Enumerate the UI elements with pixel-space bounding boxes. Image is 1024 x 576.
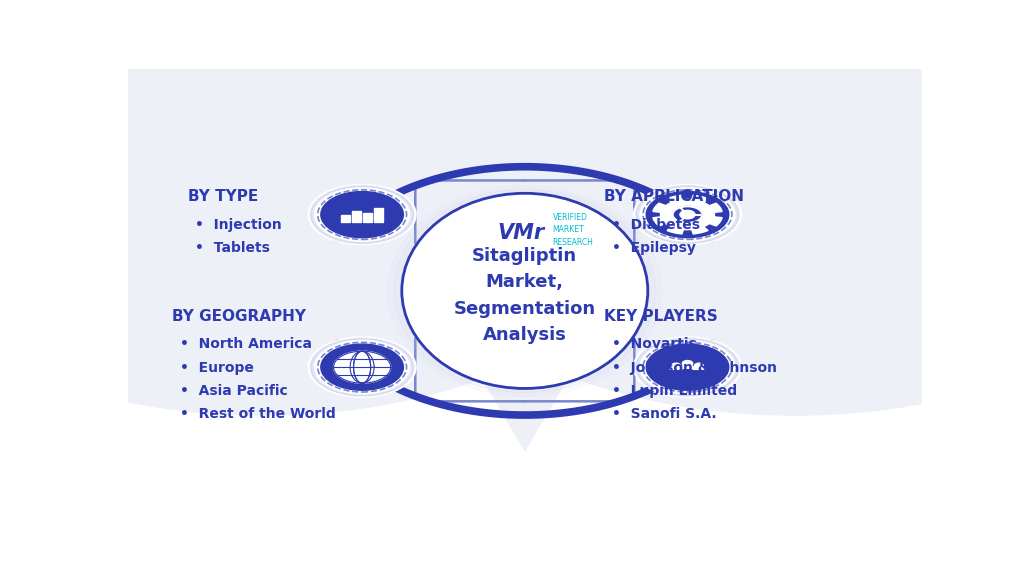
Text: •  Diabetes: • Diabetes bbox=[612, 218, 700, 232]
Text: •  Sanofi S.A.: • Sanofi S.A. bbox=[612, 407, 717, 420]
Circle shape bbox=[310, 186, 414, 244]
Circle shape bbox=[321, 344, 403, 390]
Text: •  Johnson & Johnson: • Johnson & Johnson bbox=[612, 361, 777, 374]
Circle shape bbox=[640, 188, 735, 241]
Circle shape bbox=[636, 186, 739, 244]
Circle shape bbox=[634, 337, 741, 397]
Circle shape bbox=[314, 188, 410, 241]
Polygon shape bbox=[670, 367, 682, 369]
Ellipse shape bbox=[387, 185, 663, 396]
Ellipse shape bbox=[394, 189, 655, 393]
Circle shape bbox=[646, 192, 729, 238]
Circle shape bbox=[0, 0, 659, 415]
Text: •  Asia Pacific: • Asia Pacific bbox=[179, 384, 288, 397]
Text: •  Epilepsy: • Epilepsy bbox=[612, 241, 696, 255]
Text: •  North America: • North America bbox=[179, 338, 311, 351]
Circle shape bbox=[308, 184, 416, 245]
Text: BY TYPE: BY TYPE bbox=[187, 189, 258, 204]
Polygon shape bbox=[693, 367, 705, 369]
Polygon shape bbox=[653, 195, 722, 234]
Text: VERIFIED
MARKET
RESEARCH: VERIFIED MARKET RESEARCH bbox=[553, 213, 594, 247]
Polygon shape bbox=[342, 140, 708, 450]
Circle shape bbox=[682, 361, 692, 366]
Bar bbox=[341, 215, 350, 222]
Circle shape bbox=[321, 192, 403, 238]
Ellipse shape bbox=[401, 194, 648, 388]
Polygon shape bbox=[334, 351, 391, 383]
Circle shape bbox=[636, 338, 739, 396]
Circle shape bbox=[397, 0, 1024, 415]
Circle shape bbox=[640, 340, 735, 394]
Text: •  Rest of the World: • Rest of the World bbox=[179, 407, 335, 420]
Circle shape bbox=[672, 363, 680, 368]
Circle shape bbox=[646, 344, 729, 390]
Circle shape bbox=[308, 337, 416, 397]
Text: •  Europe: • Europe bbox=[179, 361, 254, 374]
Text: •  Lupin Limited: • Lupin Limited bbox=[612, 384, 737, 397]
Circle shape bbox=[310, 338, 414, 396]
Circle shape bbox=[694, 363, 703, 368]
Text: BY APPLICATION: BY APPLICATION bbox=[604, 189, 744, 204]
Text: •  Novartis: • Novartis bbox=[612, 338, 697, 351]
Circle shape bbox=[175, 0, 873, 340]
Text: VMr: VMr bbox=[497, 223, 544, 243]
Circle shape bbox=[314, 340, 410, 394]
Circle shape bbox=[634, 184, 741, 245]
Bar bbox=[352, 211, 361, 222]
Text: •  Injection: • Injection bbox=[196, 218, 283, 232]
Text: •  Tablets: • Tablets bbox=[196, 241, 270, 255]
Bar bbox=[364, 213, 372, 222]
Bar bbox=[375, 207, 383, 222]
Text: KEY PLAYERS: KEY PLAYERS bbox=[604, 309, 718, 324]
Text: Sitagliptin
Market,
Segmentation
Analysis: Sitagliptin Market, Segmentation Analysi… bbox=[454, 247, 596, 344]
Text: BY GEOGRAPHY: BY GEOGRAPHY bbox=[172, 309, 305, 324]
Circle shape bbox=[680, 210, 695, 219]
Circle shape bbox=[673, 206, 702, 223]
Polygon shape bbox=[680, 365, 694, 367]
